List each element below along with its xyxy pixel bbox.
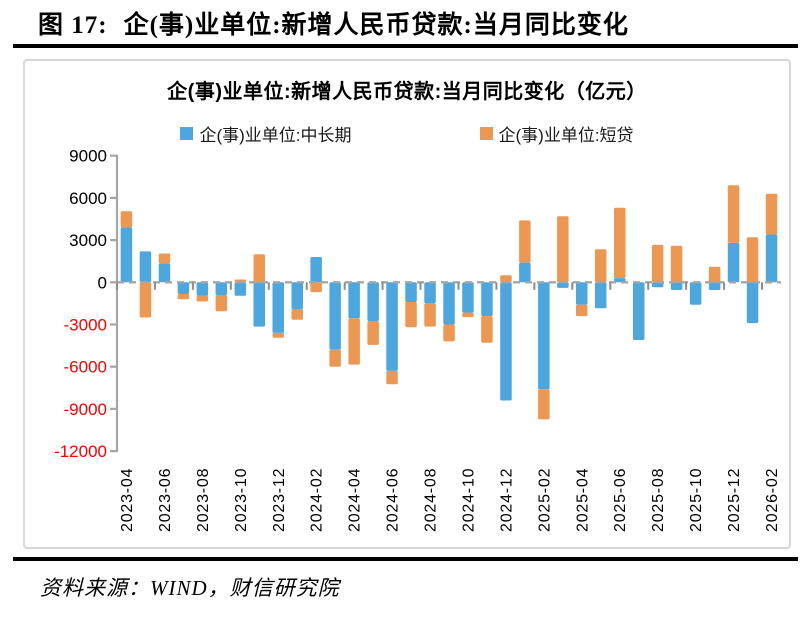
figure-number: 图 17:: [38, 12, 108, 39]
figure-caption: 图 17: 企(事)业单位:新增人民币贷款:当月同比变化: [38, 5, 629, 41]
legend-item-medium-long-term: 企(事)业单位:中长期: [180, 121, 352, 146]
legend-swatch-orange-icon: [479, 127, 493, 140]
legend-label-medium-long-term: 企(事)业单位:中长期: [199, 126, 352, 145]
chart-card: 企(事)业单位:新增人民币贷款:当月同比变化（亿元） 企(事)业单位:中长期 企…: [23, 59, 791, 549]
chart-legend: 企(事)业单位:中长期 企(事)业单位:短贷: [25, 121, 789, 146]
legend-item-short-term: 企(事)业单位:短贷: [479, 121, 634, 146]
chart-title: 企(事)业单位:新增人民币贷款:当月同比变化（亿元）: [167, 81, 647, 103]
footer-rule: [13, 557, 798, 561]
figure-title-text: 企(事)业单位:新增人民币贷款:当月同比变化: [123, 12, 629, 39]
source-note: 资料来源：WIND，财信研究院: [40, 576, 340, 600]
title-underline: [13, 44, 798, 48]
legend-label-short-term: 企(事)业单位:短贷: [498, 126, 634, 145]
legend-swatch-blue-icon: [180, 127, 194, 140]
